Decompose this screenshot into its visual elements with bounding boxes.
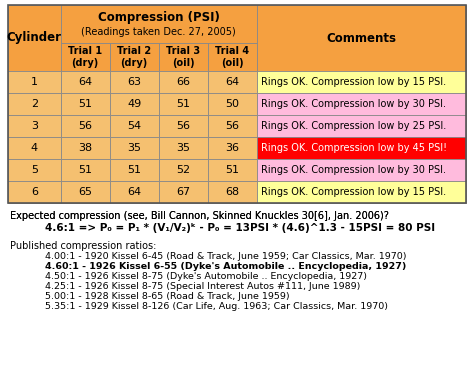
- Text: 1: 1: [31, 77, 38, 87]
- Bar: [159, 159, 208, 181]
- Text: 5.00:1 - 1928 Kissel 8-65 (Road & Track, June 1959): 5.00:1 - 1928 Kissel 8-65 (Road & Track,…: [45, 292, 290, 301]
- Bar: [159, 43, 208, 71]
- Bar: [109, 137, 159, 159]
- Bar: [159, 93, 208, 115]
- Bar: [257, 181, 466, 203]
- Text: 56: 56: [225, 121, 239, 131]
- Text: 51: 51: [78, 99, 92, 109]
- Text: 5.35:1 - 1929 Kissel 8-126 (Car Life, Aug. 1963; Car Classics, Mar. 1970): 5.35:1 - 1929 Kissel 8-126 (Car Life, Au…: [45, 302, 388, 311]
- Text: 5: 5: [31, 165, 38, 175]
- Bar: [61, 93, 109, 115]
- Text: Expected compression (see, Bill Cannon, Skinned Knuckles 30[6], Jan. 2006)?: Expected compression (see, Bill Cannon, …: [10, 211, 389, 221]
- Bar: [8, 5, 61, 71]
- Bar: [109, 43, 159, 71]
- Bar: [257, 159, 466, 181]
- Bar: [208, 43, 257, 71]
- Text: 4.00:1 - 1920 Kissel 6-45 (Road & Track, June 1959; Car Classics, Mar. 1970): 4.00:1 - 1920 Kissel 6-45 (Road & Track,…: [45, 252, 407, 261]
- Text: Trial 3
(oil): Trial 3 (oil): [166, 46, 200, 68]
- Text: 50: 50: [225, 99, 239, 109]
- Text: 63: 63: [127, 77, 141, 87]
- Bar: [8, 115, 61, 137]
- Bar: [159, 137, 208, 159]
- Text: 51: 51: [127, 165, 141, 175]
- Bar: [208, 115, 257, 137]
- Bar: [8, 181, 61, 203]
- Bar: [208, 181, 257, 203]
- Bar: [8, 71, 61, 93]
- Bar: [208, 137, 257, 159]
- Text: 65: 65: [78, 187, 92, 197]
- Bar: [61, 115, 109, 137]
- Bar: [61, 159, 109, 181]
- Bar: [109, 115, 159, 137]
- Bar: [61, 43, 109, 71]
- Text: 51: 51: [78, 165, 92, 175]
- Text: Trial 2
(dry): Trial 2 (dry): [117, 46, 151, 68]
- Bar: [109, 93, 159, 115]
- Text: Expected compression (see, Bill Cannon, Skinned Knuckles 30[6], Jan. 2006)?: Expected compression (see, Bill Cannon, …: [10, 211, 389, 221]
- Bar: [8, 5, 466, 203]
- Bar: [61, 71, 109, 93]
- Bar: [8, 93, 61, 115]
- Text: 4: 4: [31, 143, 38, 153]
- Text: 56: 56: [78, 121, 92, 131]
- Text: 56: 56: [176, 121, 190, 131]
- Text: Rings OK. Compression low by 30 PSI.: Rings OK. Compression low by 30 PSI.: [261, 99, 446, 109]
- Bar: [61, 5, 257, 43]
- Bar: [159, 71, 208, 93]
- Bar: [257, 115, 466, 137]
- Text: 35: 35: [127, 143, 141, 153]
- Text: Compression (PSI): Compression (PSI): [98, 11, 219, 24]
- Text: 35: 35: [176, 143, 190, 153]
- Bar: [208, 159, 257, 181]
- Bar: [8, 159, 61, 181]
- Bar: [61, 137, 109, 159]
- Text: 64: 64: [78, 77, 92, 87]
- Text: 36: 36: [225, 143, 239, 153]
- Bar: [257, 5, 466, 71]
- Text: Cylinder: Cylinder: [7, 31, 62, 45]
- Text: 68: 68: [225, 187, 239, 197]
- Bar: [8, 137, 61, 159]
- Text: 49: 49: [127, 99, 141, 109]
- Text: 4.6:1 => P₀ = P₁ * (V₁/V₂)ᵏ - P₀ = 13PSI * (4.6)^1.3 - 15PSI = 80 PSI: 4.6:1 => P₀ = P₁ * (V₁/V₂)ᵏ - P₀ = 13PSI…: [45, 223, 435, 233]
- Bar: [109, 159, 159, 181]
- Bar: [61, 181, 109, 203]
- Text: 66: 66: [176, 77, 190, 87]
- Text: Comments: Comments: [326, 31, 396, 45]
- Text: 64: 64: [225, 77, 239, 87]
- Text: Rings OK. Compression low by 30 PSI.: Rings OK. Compression low by 30 PSI.: [261, 165, 446, 175]
- Bar: [159, 181, 208, 203]
- Text: (Readings taken Dec. 27, 2005): (Readings taken Dec. 27, 2005): [82, 27, 236, 37]
- Bar: [257, 137, 466, 159]
- Bar: [109, 71, 159, 93]
- Text: 51: 51: [176, 99, 190, 109]
- Text: 3: 3: [31, 121, 38, 131]
- Text: Trial 1
(dry): Trial 1 (dry): [68, 46, 102, 68]
- Text: 4.25:1 - 1926 Kissel 8-75 (Special Interest Autos #111, June 1989): 4.25:1 - 1926 Kissel 8-75 (Special Inter…: [45, 282, 360, 291]
- Text: Trial 4
(oil): Trial 4 (oil): [215, 46, 249, 68]
- Text: Rings OK. Compression low by 15 PSI.: Rings OK. Compression low by 15 PSI.: [261, 77, 446, 87]
- Text: 6: 6: [31, 187, 38, 197]
- Text: 64: 64: [127, 187, 141, 197]
- Text: 52: 52: [176, 165, 190, 175]
- Bar: [257, 71, 466, 93]
- Text: 38: 38: [78, 143, 92, 153]
- Text: 4.60:1 - 1926 Kissel 6-55 (Dyke's Automobile .. Encyclopedia, 1927): 4.60:1 - 1926 Kissel 6-55 (Dyke's Automo…: [45, 262, 406, 271]
- Bar: [159, 115, 208, 137]
- Bar: [208, 93, 257, 115]
- Text: Rings OK. Compression low by 15 PSI.: Rings OK. Compression low by 15 PSI.: [261, 187, 446, 197]
- Text: 4.50:1 - 1926 Kissel 8-75 (Dyke's Automobile .. Encyclopedia, 1927): 4.50:1 - 1926 Kissel 8-75 (Dyke's Automo…: [45, 272, 367, 281]
- Text: Rings OK. Compression low by 45 PSI!: Rings OK. Compression low by 45 PSI!: [261, 143, 447, 153]
- Text: 67: 67: [176, 187, 190, 197]
- Bar: [109, 181, 159, 203]
- Text: 2: 2: [31, 99, 38, 109]
- Text: Published compression ratios:: Published compression ratios:: [10, 241, 156, 251]
- Text: 54: 54: [127, 121, 141, 131]
- Bar: [208, 71, 257, 93]
- Text: 51: 51: [225, 165, 239, 175]
- Bar: [257, 93, 466, 115]
- Text: Rings OK. Compression low by 25 PSI.: Rings OK. Compression low by 25 PSI.: [261, 121, 446, 131]
